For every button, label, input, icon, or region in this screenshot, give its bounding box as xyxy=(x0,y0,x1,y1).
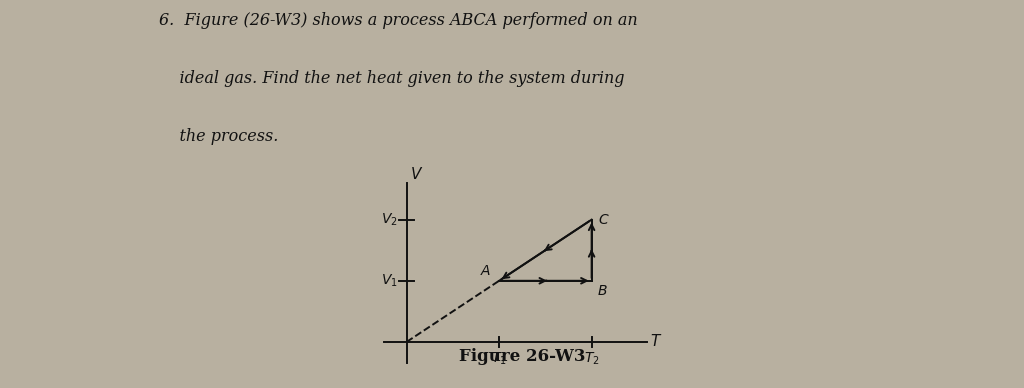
Text: A: A xyxy=(480,264,489,278)
Text: $V_2$: $V_2$ xyxy=(381,211,397,228)
Text: T: T xyxy=(650,334,659,350)
Text: B: B xyxy=(598,284,607,298)
Text: ideal gas. Find the net heat given to the system during: ideal gas. Find the net heat given to th… xyxy=(159,70,625,87)
Text: $V_1$: $V_1$ xyxy=(381,273,397,289)
Text: Figure 26-W3: Figure 26-W3 xyxy=(459,348,586,365)
Text: $T_1$: $T_1$ xyxy=(492,351,507,367)
Text: C: C xyxy=(598,213,608,227)
Text: 6.  Figure (26-W3) shows a process ABCA performed on an: 6. Figure (26-W3) shows a process ABCA p… xyxy=(159,12,637,29)
Text: $T_2$: $T_2$ xyxy=(584,351,599,367)
Text: the process.: the process. xyxy=(159,128,279,145)
Text: V: V xyxy=(411,167,421,182)
